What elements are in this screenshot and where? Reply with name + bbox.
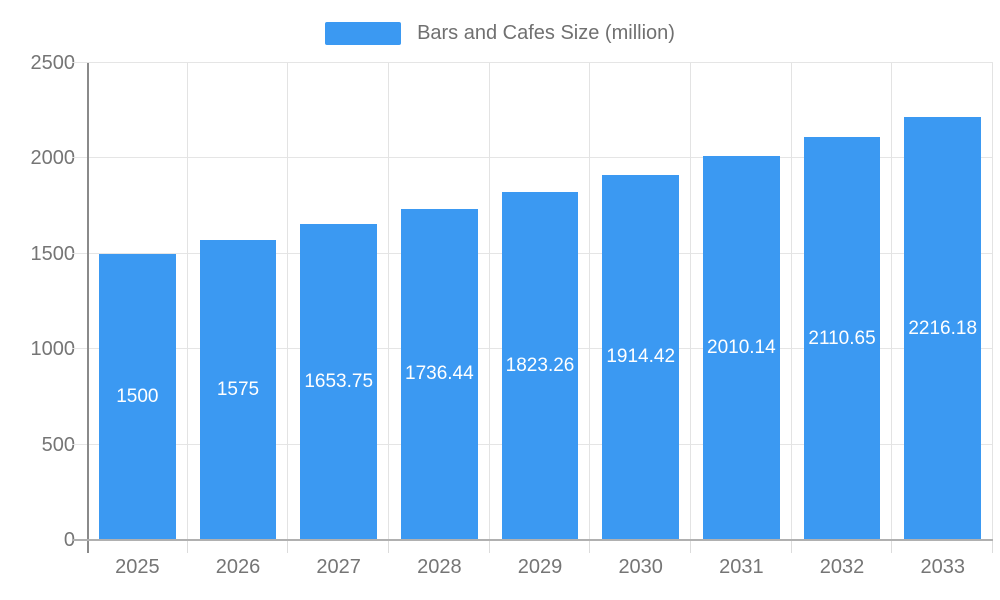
gridline-vertical <box>689 63 691 540</box>
bar-cell: 2216.18 <box>892 63 993 540</box>
x-axis: 2025 2026 2027 2028 2029 2030 2031 2032 2033 <box>87 556 993 579</box>
x-axis-tick <box>488 540 490 553</box>
bar-value-label: 1575 <box>216 378 260 400</box>
bar-value-label: 2110.65 <box>808 327 876 349</box>
gridline-vertical <box>589 63 591 540</box>
x-axis-tick <box>790 540 792 553</box>
x-tick-label: 2033 <box>920 556 965 578</box>
bar-value-label: 1500 <box>116 385 159 407</box>
bar-2027[interactable]: 1653.75 <box>300 224 377 540</box>
gridline-vertical <box>186 63 188 540</box>
bar-cell: 1736.44 <box>389 63 490 540</box>
x-tick-label: 2031 <box>719 556 764 578</box>
bar-cell: 1823.26 <box>490 63 591 540</box>
y-tick-label: 500 <box>41 433 75 456</box>
bar-2031[interactable]: 2010.14 <box>703 156 780 540</box>
x-axis-tick <box>589 540 591 553</box>
x-tick-label: 2030 <box>618 556 663 578</box>
x-tick-label: 2026 <box>215 556 261 578</box>
x-tick-label: 2028 <box>417 556 462 578</box>
bar-value-label: 2216.18 <box>908 317 978 339</box>
gridline-horizontal <box>72 62 993 63</box>
x-tick-label: 2029 <box>517 556 563 578</box>
y-tick-label: 2500 <box>30 52 76 74</box>
bar-2029[interactable]: 1823.26 <box>501 192 579 540</box>
y-tick-label: 1500 <box>30 242 76 265</box>
bar-cell: 1500 <box>87 63 188 540</box>
bar-value-label: 2010.14 <box>707 337 776 359</box>
x-axis-tick <box>992 540 993 553</box>
bar-cell: 2010.14 <box>691 63 792 540</box>
x-axis-tick <box>690 540 691 553</box>
bar-series: 1500 1575 1653.75 1736.44 1823.26 1914.42 2010… <box>87 63 993 540</box>
y-axis-line <box>87 63 89 553</box>
bar-value-label: 1736.44 <box>405 363 474 385</box>
legend-label: Bars and Cafes Size (million) <box>417 21 675 44</box>
bar-2033[interactable]: 2216.18 <box>904 117 981 540</box>
x-axis-line <box>72 539 993 541</box>
gridline-vertical <box>992 63 993 540</box>
bar-2026[interactable]: 1575 <box>199 239 277 540</box>
bar-cell: 1653.75 <box>288 63 389 540</box>
bar-cell: 2110.65 <box>792 63 893 540</box>
gridline-vertical <box>891 63 893 540</box>
y-axis: 0 500 1000 1500 2000 2500 <box>0 53 76 550</box>
bar-value-label: 1823.26 <box>505 355 575 377</box>
x-axis-tick <box>388 540 389 553</box>
bar-value-label: 1914.42 <box>606 346 676 368</box>
gridline-horizontal <box>72 157 993 159</box>
y-tick-label: 1000 <box>30 338 76 361</box>
x-tick-label: 2025 <box>115 556 160 578</box>
gridline-vertical <box>790 63 792 540</box>
bar-2028[interactable]: 1736.44 <box>401 208 478 540</box>
gridline-vertical <box>287 63 289 540</box>
bar-2032[interactable]: 2110.65 <box>803 137 881 540</box>
x-tick-label: 2027 <box>316 556 361 578</box>
bar-cell: 1914.42 <box>590 63 691 540</box>
plot-area: 1500 1575 1653.75 1736.44 1823.26 1914.42 2010… <box>72 62 993 540</box>
gridline-vertical <box>387 63 389 540</box>
x-axis-tick <box>287 540 289 553</box>
y-tick-label: 0 <box>63 529 75 551</box>
x-tick-label: 2032 <box>819 556 865 578</box>
x-axis-tick <box>891 540 893 553</box>
y-tick-label: 2000 <box>30 147 76 170</box>
bar-2030[interactable]: 1914.42 <box>602 174 679 540</box>
legend[interactable]: Bars and Cafes Size (million) <box>0 20 1000 46</box>
gridline-vertical <box>488 63 490 540</box>
bar-2025[interactable]: 1500 <box>99 253 176 540</box>
x-axis-tick <box>186 540 188 553</box>
bar-cell: 1575 <box>188 63 289 540</box>
legend-swatch[interactable] <box>325 21 402 45</box>
bar-value-label: 1653.75 <box>304 371 374 393</box>
